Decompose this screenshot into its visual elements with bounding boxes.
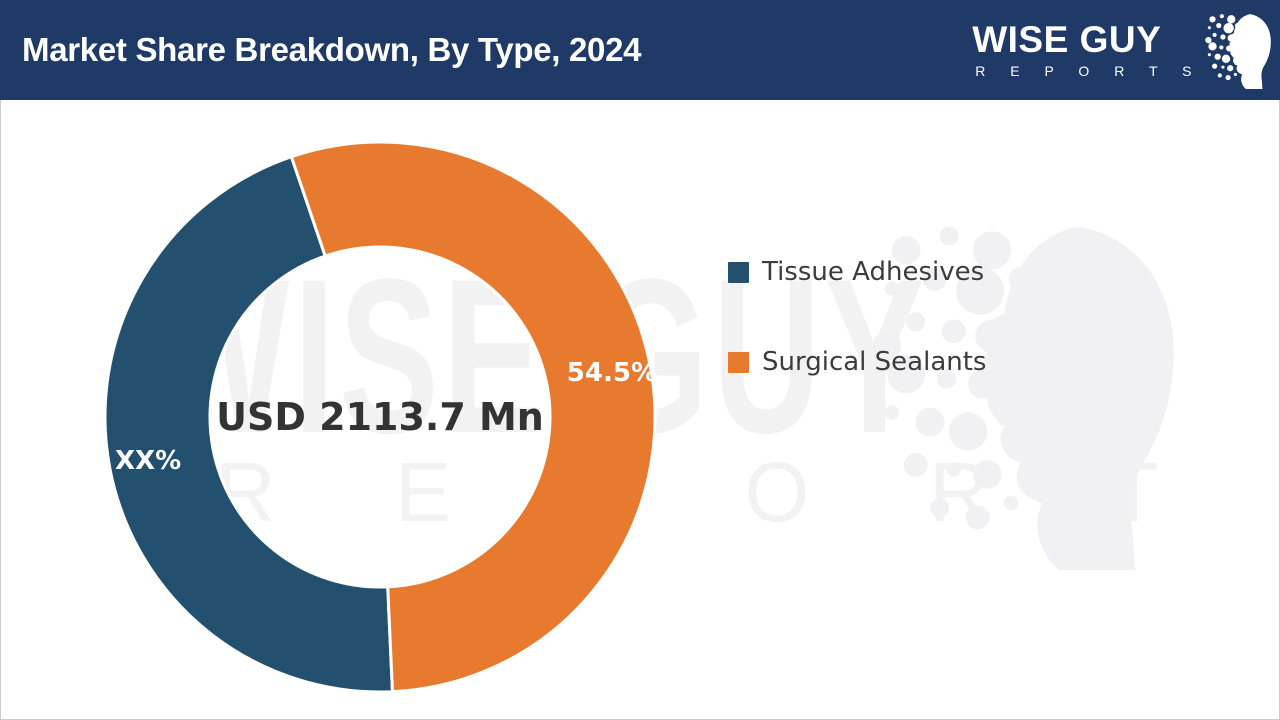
header-bar: Market Share Breakdown, By Type, 2024 WI…: [0, 0, 1280, 100]
legend-label-surgical-sealants: Surgical Sealants: [762, 347, 987, 377]
legend-item-surgical-sealants: Surgical Sealants: [728, 348, 986, 377]
legend-swatch-surgical-sealants: [728, 351, 749, 373]
slice-label-tissue-adhesives: XX%: [115, 445, 182, 476]
legend-swatch-tissue-adhesives: [728, 261, 749, 283]
brand-wordmark: WISE GUY R E P O R T S: [972, 21, 1202, 79]
brand-face-icon: [1205, 14, 1271, 89]
brand-name-text: WISE GUY: [972, 19, 1162, 60]
pie-slice-surgical-sealants: [289, 140, 657, 694]
legend-label-tissue-adhesives: Tissue Adhesives: [762, 257, 985, 287]
page-title: Market Share Breakdown, By Type, 2024: [22, 31, 642, 68]
legend-item-tissue-adhesives: Tissue Adhesives: [728, 258, 984, 287]
slice-label-surgical-sealants: 54.5%: [566, 358, 657, 389]
donut-center-label: USD 2113.7 Mn: [216, 395, 544, 439]
brand-reports-text: R E P O R T S: [975, 63, 1202, 79]
brand-logo: WISE GUY R E P O R T S: [972, 8, 1272, 92]
pie-slice-tissue-adhesives: [103, 155, 394, 694]
